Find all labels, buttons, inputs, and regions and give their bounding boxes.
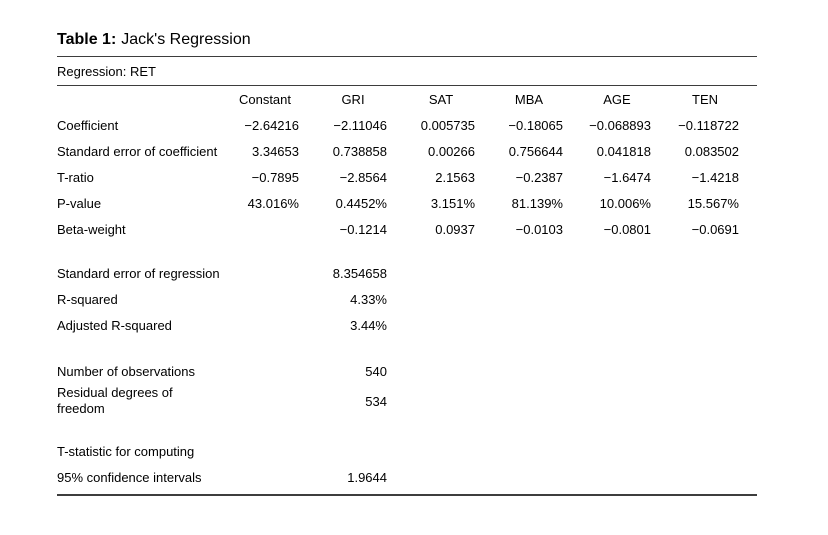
regression-subtitle: Regression: RET [57, 57, 757, 86]
coefficient-row: Coefficient −2.64216 −2.11046 0.005735 −… [57, 112, 757, 138]
cell-coefficient-constant: −2.64216 [244, 117, 299, 133]
cell-pvalue-age: 10.006% [599, 195, 651, 211]
row-label: Coefficient [57, 117, 119, 133]
column-header-age: AGE [603, 91, 631, 107]
cell-observations: 540 [365, 363, 387, 379]
cell-stderr-ten: 0.083502 [684, 143, 739, 159]
row-label-header [57, 86, 211, 112]
regression-stats-table: Constant GRI SAT MBA AGE TEN Coefficient… [57, 86, 757, 496]
cell-tratio-mba: −0.2387 [515, 169, 563, 185]
row-label: Residual degrees of freedom [57, 385, 173, 416]
table-title: Table 1: Jack's Regression [57, 30, 757, 57]
cell-stderr-gri: 0.738858 [332, 143, 387, 159]
beta-weight-row: Beta-weight −0.1214 0.0937 −0.0103 −0.08… [57, 216, 757, 242]
cell-coefficient-ten: −0.118722 [678, 117, 739, 133]
table-title-text: Jack's Regression [121, 31, 251, 48]
p-value-row: P-value 43.016% 0.4452% 3.151% 81.139% 1… [57, 190, 757, 216]
cell-pvalue-constant: 43.016% [247, 195, 299, 211]
column-header-gri: GRI [341, 91, 365, 107]
cell-tratio-ten: −1.4218 [691, 169, 739, 185]
cell-r-squared: 4.33% [350, 291, 387, 307]
regression-table-document: Table 1: Jack's Regression Regression: RE… [57, 30, 757, 496]
cell-tratio-sat: 2.1563 [435, 169, 475, 185]
t-statistic-label-row: T-statistic for computing [57, 438, 757, 464]
row-label: Standard error of coefficient [57, 143, 218, 159]
section-spacer [57, 242, 757, 260]
t-ratio-row: T-ratio −0.7895 −2.8564 2.1563 −0.2387 −… [57, 164, 757, 190]
std-error-coefficient-row: Standard error of coefficient 3.34653 0.… [57, 138, 757, 164]
cell-beta-constant [211, 216, 299, 242]
table-number-label: Table 1: [57, 31, 117, 48]
cell-stderr-age: 0.041818 [596, 143, 651, 159]
confidence-interval-row: 95% confidence intervals 1.9644 [57, 464, 757, 490]
cell-residual-df: 534 [365, 393, 387, 409]
bottom-padding-row [57, 490, 757, 495]
column-header-mba: MBA [514, 91, 544, 107]
column-header-constant: Constant [238, 91, 292, 107]
row-label: T-statistic for computing [57, 443, 195, 459]
cell-tstat-blank [299, 438, 387, 464]
cell-coefficient-sat: 0.005735 [420, 117, 475, 133]
cell-stderr-mba: 0.756644 [508, 143, 563, 159]
cell-beta-mba: −0.0103 [515, 221, 563, 237]
std-error-regression-row: Standard error of regression 8.354658 [57, 260, 757, 286]
cell-stderr-sat: 0.00266 [428, 143, 475, 159]
column-header-sat: SAT [428, 91, 454, 107]
row-label: T-ratio [57, 169, 94, 185]
section-spacer [57, 418, 757, 438]
column-header-row: Constant GRI SAT MBA AGE TEN [57, 86, 757, 112]
row-label: Beta-weight [57, 221, 126, 237]
row-label: Standard error of regression [57, 265, 220, 281]
r-squared-row: R-squared 4.33% [57, 286, 757, 312]
cell-pvalue-sat: 3.151% [430, 195, 475, 211]
cell-beta-ten: −0.0691 [691, 221, 739, 237]
cell-beta-age: −0.0801 [603, 221, 651, 237]
cell-tratio-age: −1.6474 [603, 169, 651, 185]
cell-pvalue-ten: 15.567% [687, 195, 739, 211]
cell-tratio-gri: −2.8564 [339, 169, 387, 185]
cell-pvalue-gri: 0.4452% [335, 195, 387, 211]
cell-adjusted-r-squared: 3.44% [350, 317, 387, 333]
row-label: P-value [57, 195, 102, 211]
row-label: Number of observations [57, 363, 196, 379]
cell-tratio-constant: −0.7895 [251, 169, 299, 185]
row-label: R-squared [57, 291, 118, 307]
cell-confidence-t: 1.9644 [347, 469, 387, 485]
section-spacer [57, 338, 757, 358]
cell-stderr-constant: 3.34653 [252, 143, 299, 159]
cell-coefficient-age: −0.068893 [589, 117, 651, 133]
cell-coefficient-gri: −2.11046 [333, 117, 387, 133]
cell-stderr-regression: 8.354658 [332, 265, 387, 281]
cell-pvalue-mba: 81.139% [511, 195, 563, 211]
column-header-ten: TEN [692, 91, 718, 107]
cell-coefficient-mba: −0.18065 [508, 117, 563, 133]
cell-beta-sat: 0.0937 [435, 221, 475, 237]
residual-df-row: Residual degrees of freedom 534 [57, 384, 757, 418]
row-label: Adjusted R-squared [57, 317, 172, 333]
observations-row: Number of observations 540 [57, 358, 757, 384]
adjusted-r-squared-row: Adjusted R-squared 3.44% [57, 312, 757, 338]
row-label: 95% confidence intervals [57, 469, 202, 485]
cell-beta-gri: −0.1214 [339, 221, 387, 237]
